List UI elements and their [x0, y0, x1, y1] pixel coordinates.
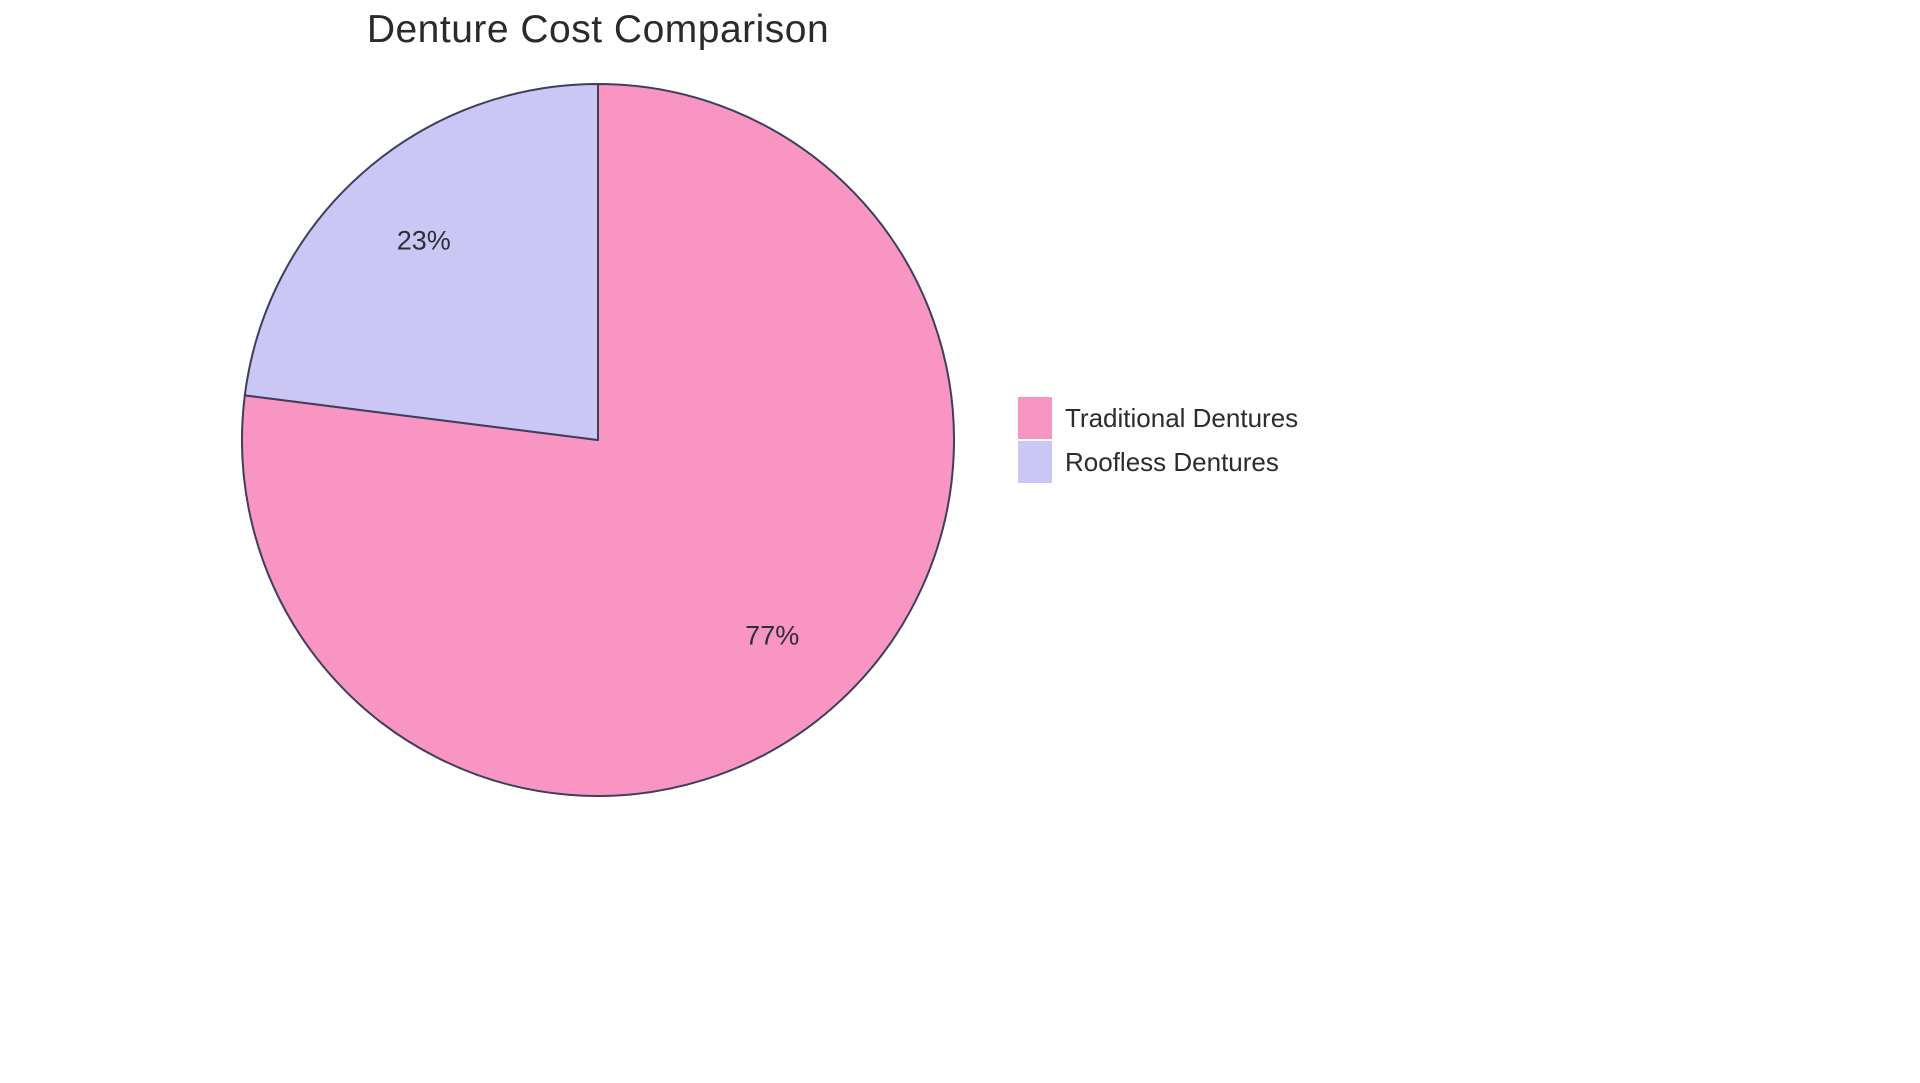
- legend-item-roofless-dentures[interactable]: Roofless Dentures: [1018, 440, 1298, 484]
- legend-label-traditional-dentures: Traditional Dentures: [1065, 402, 1299, 433]
- slice-percent-label-traditional-dentures: 77%: [745, 621, 799, 651]
- legend: Traditional Dentures Roofless Dentures: [1018, 396, 1298, 484]
- pie-chart: 77% 23%: [241, 83, 955, 797]
- pie-slice-traditional-dentures: [241, 83, 955, 797]
- pie-slice-roofless-dentures: [243, 83, 599, 441]
- legend-item-traditional-dentures[interactable]: Traditional Dentures: [1018, 396, 1298, 440]
- legend-label-roofless-dentures: Roofless Dentures: [1065, 446, 1279, 477]
- legend-swatch-traditional-dentures: [1018, 397, 1052, 439]
- slice-percent-label-roofless-dentures: 23%: [397, 226, 451, 256]
- chart-title: Denture Cost Comparison: [366, 8, 830, 51]
- legend-swatch-roofless-dentures: [1018, 441, 1052, 483]
